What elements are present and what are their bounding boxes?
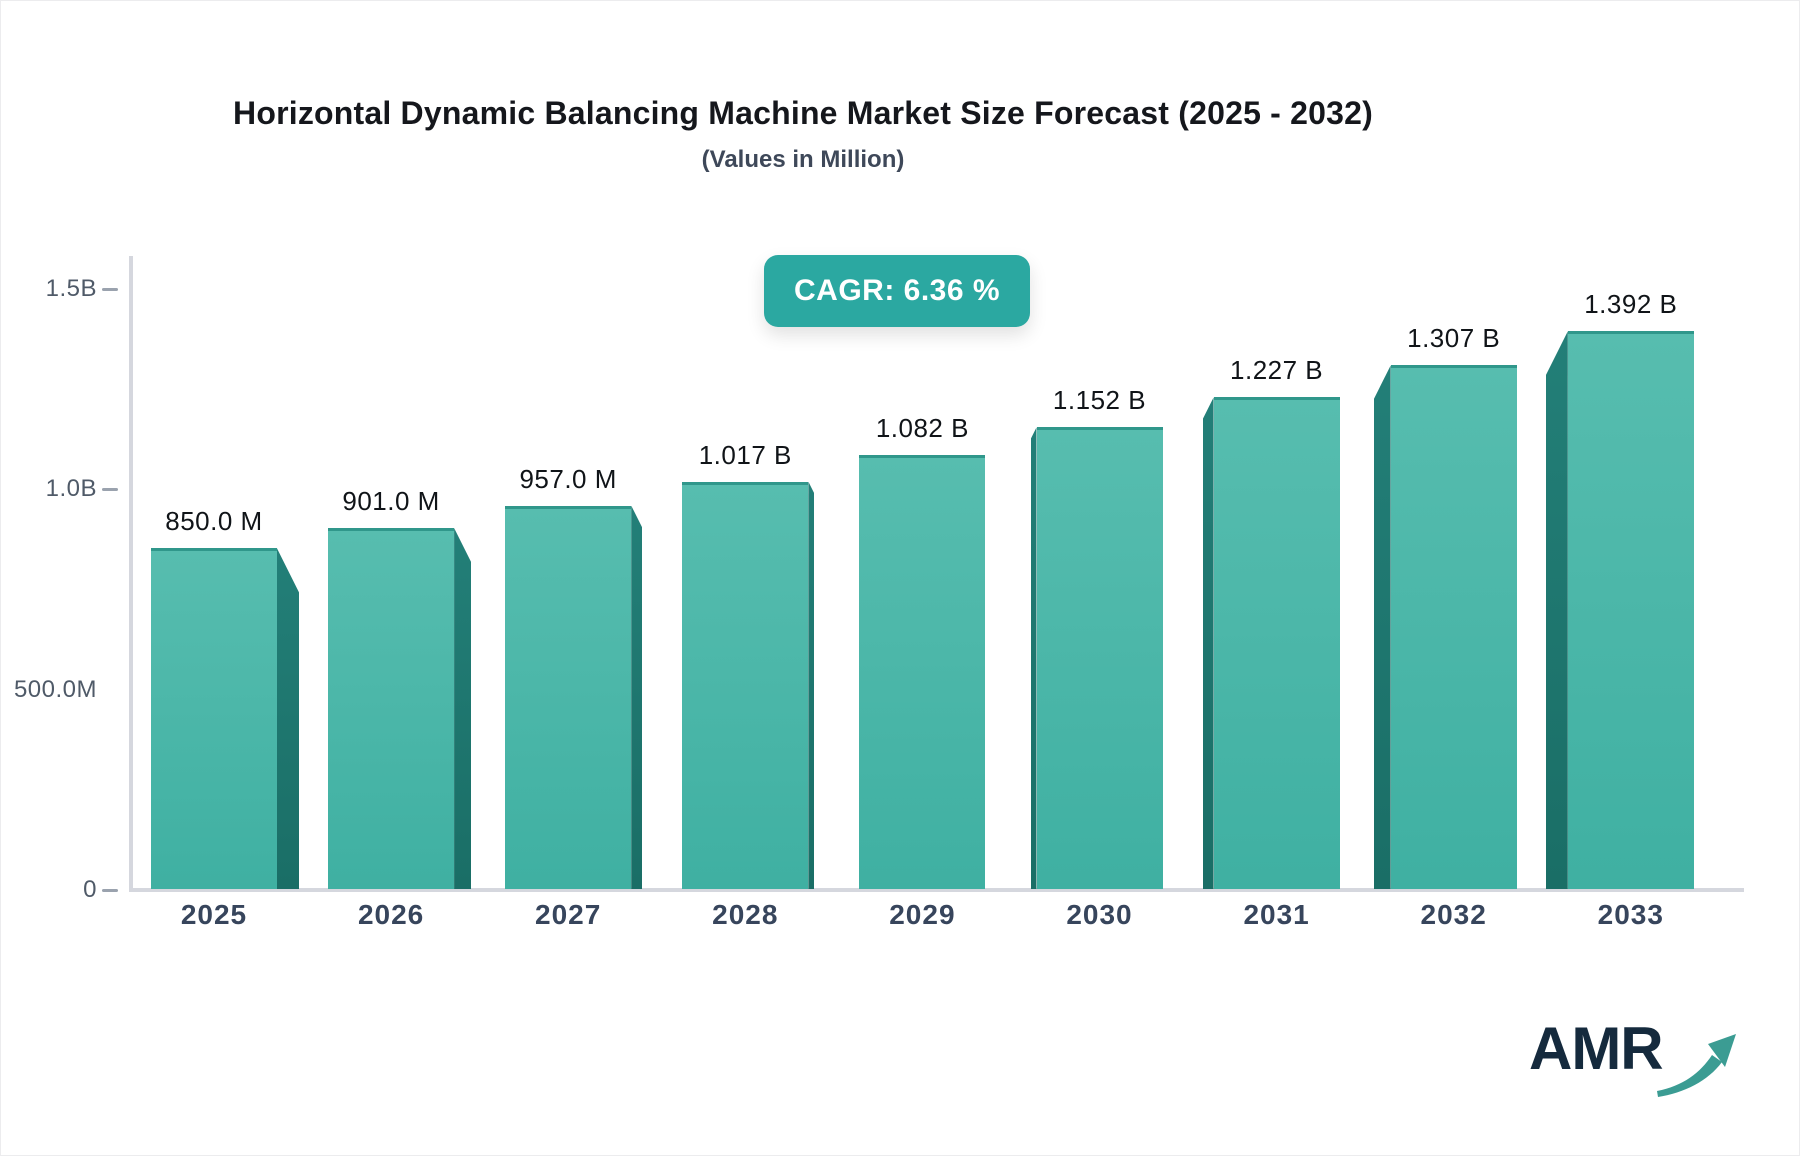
bar-face[interactable] — [1213, 397, 1340, 889]
bar-face[interactable] — [682, 481, 809, 889]
bar-value-label: 957.0 M — [519, 463, 617, 494]
growth-arrow-icon — [1656, 1034, 1736, 1097]
x-tick-label: 2032 — [1420, 899, 1487, 930]
bar-value-label: 850.0 M — [165, 506, 263, 537]
y-tick-dash — [102, 889, 118, 892]
bar-value-label: 901.0 M — [342, 485, 440, 516]
bar-value-label: 1.082 B — [875, 413, 969, 444]
bar-side-face — [631, 505, 643, 889]
y-tick-label: 0 — [83, 876, 97, 903]
x-tick-label: 2029 — [889, 899, 956, 930]
x-tick-label: 2030 — [1066, 899, 1133, 930]
bar-value-label: 1.392 B — [1584, 289, 1678, 320]
x-tick-label: 2033 — [1597, 899, 1664, 930]
bar-side-face — [1373, 365, 1391, 889]
brand-logo: AMR — [1529, 1019, 1741, 1103]
page-subtitle: (Values in Million) — [701, 146, 905, 173]
x-tick-label: 2028 — [712, 899, 779, 930]
bar-face[interactable] — [505, 505, 632, 889]
bar-side-face — [1545, 331, 1568, 889]
y-tick-label: 500.0M — [13, 675, 97, 703]
bar-face[interactable] — [1567, 331, 1694, 889]
bar-side-face — [277, 548, 299, 889]
bar-value-label: 1.152 B — [1052, 385, 1147, 416]
bar-face[interactable] — [1036, 427, 1163, 889]
bar-value-label: 1.307 B — [1407, 323, 1501, 354]
bar-face[interactable] — [328, 527, 455, 889]
x-axis-line — [129, 888, 1744, 892]
x-tick-label: 2027 — [535, 899, 602, 930]
bar-side-face — [1030, 427, 1037, 889]
cagr-badge: CAGR: 6.36 % — [764, 255, 1031, 327]
logo-text: AMR — [1529, 1015, 1664, 1082]
y-tick-label: 1.0B — [45, 475, 97, 503]
bar-side-face — [1202, 397, 1214, 889]
bar-face[interactable] — [1390, 365, 1517, 889]
bar-value-label: 1.017 B — [698, 439, 792, 470]
bar-value-label: 1.227 B — [1230, 355, 1324, 386]
bar-side-face — [808, 481, 815, 889]
chart-header: Horizontal Dynamic Balancing Machine Mar… — [1, 95, 1605, 174]
x-tick-label: 2025 — [180, 899, 248, 930]
y-tick-dash — [102, 288, 118, 291]
bar-side-face — [454, 527, 472, 889]
x-tick-label: 2031 — [1243, 899, 1310, 930]
y-tick-label: 1.5B — [45, 275, 97, 302]
y-axis-line — [129, 256, 133, 892]
page-title: Horizontal Dynamic Balancing Machine Mar… — [233, 95, 1373, 131]
bar-face[interactable] — [859, 455, 986, 889]
bar-face[interactable] — [151, 548, 277, 889]
y-tick-dash — [102, 488, 118, 492]
x-tick-label: 2026 — [357, 899, 425, 930]
